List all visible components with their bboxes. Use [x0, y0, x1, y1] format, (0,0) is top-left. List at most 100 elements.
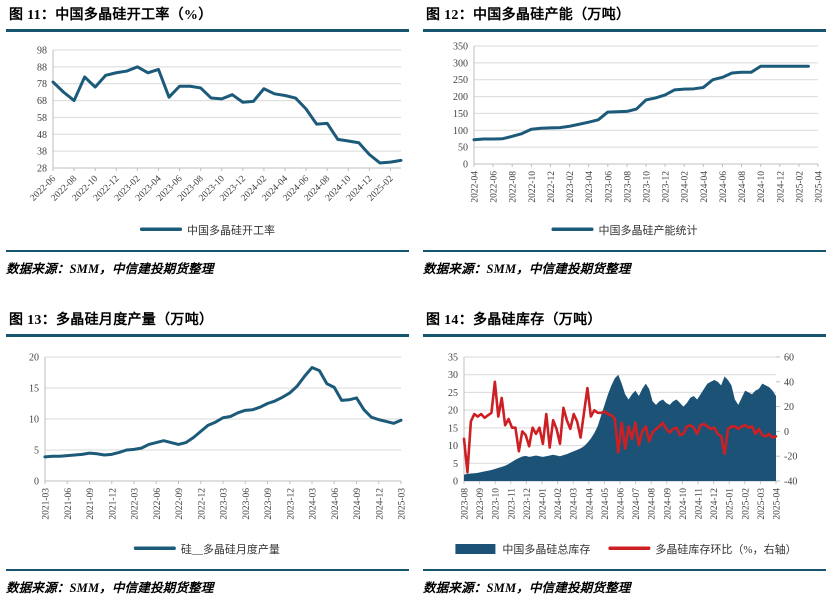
svg-text:20: 20: [448, 406, 458, 417]
svg-text:2024-08: 2024-08: [738, 171, 748, 203]
svg-text:5: 5: [453, 459, 458, 470]
svg-text:2021-06: 2021-06: [64, 488, 74, 520]
svg-text:2023-10: 2023-10: [643, 171, 653, 203]
svg-text:88: 88: [37, 62, 47, 73]
fig14-bottom-rule: [423, 569, 826, 571]
svg-text:250: 250: [453, 75, 468, 86]
svg-text:2023-10: 2023-10: [492, 488, 502, 520]
svg-text:2024-07: 2024-07: [632, 488, 642, 520]
svg-text:30: 30: [448, 370, 458, 381]
svg-text:2023-12: 2023-12: [286, 488, 296, 520]
svg-text:98: 98: [37, 46, 47, 57]
svg-text:2024-10: 2024-10: [679, 488, 689, 520]
svg-text:2024-05: 2024-05: [601, 488, 611, 520]
svg-text:200: 200: [453, 92, 468, 103]
fig12-title-rule: [423, 29, 826, 32]
svg-text:68: 68: [37, 96, 47, 107]
svg-text:350: 350: [453, 42, 468, 53]
fig13-bottom-rule: [6, 569, 409, 571]
y-axis-labels: 28 38 48 58 68 78 88 98: [37, 46, 47, 175]
series: [462, 374, 778, 481]
fig11-bottom-rule: [6, 250, 409, 252]
svg-text:2024-12: 2024-12: [710, 488, 720, 520]
svg-text:2023-09: 2023-09: [476, 488, 486, 520]
svg-text:2025-03: 2025-03: [757, 488, 767, 520]
y-axis-labels: 0 5 10 15 20 25 30 35: [448, 353, 458, 488]
svg-text:2025-04: 2025-04: [815, 171, 825, 203]
fig11-title-rule: [6, 29, 409, 32]
legend: 中国多晶硅开工率: [140, 223, 275, 237]
y-axis-right-labels: -40 -20 0 20 40 60: [776, 353, 797, 488]
fig14-data-source: 数据来源：SMM，中信建投期货整理: [423, 581, 631, 595]
svg-text:2023-06: 2023-06: [242, 488, 252, 520]
line-series: [43, 366, 403, 459]
series: [43, 366, 403, 459]
line-series: [462, 380, 778, 474]
x-axis-labels: 2021-03 2021-06 2021-09 2021-12 2022-03 2022-…: [42, 481, 408, 520]
gridlines: [53, 49, 401, 152]
svg-text:78: 78: [37, 79, 47, 90]
svg-text:2023-09: 2023-09: [264, 488, 274, 520]
svg-text:2023-03: 2023-03: [220, 488, 230, 520]
legend-label: 中国多晶硅开工率: [187, 223, 275, 237]
svg-text:-40: -40: [784, 477, 797, 488]
series: [51, 65, 403, 165]
svg-text:2024-10: 2024-10: [757, 171, 767, 203]
svg-text:2025-03: 2025-03: [398, 488, 408, 520]
axes: [473, 46, 818, 165]
legend-line-swatch: [551, 227, 594, 231]
svg-text:2023-11: 2023-11: [507, 488, 517, 520]
svg-text:2025-02: 2025-02: [741, 488, 751, 520]
svg-text:2022-06: 2022-06: [153, 488, 163, 520]
legend-line-swatch: [608, 546, 651, 550]
svg-text:2025-02: 2025-02: [795, 171, 805, 203]
svg-text:2021-12: 2021-12: [108, 488, 118, 520]
panel-fig11: 图 11：中国多晶硅开工率（%） 28 38 48 58 68 78 88 98 2022-06…: [0, 0, 417, 305]
y-axis-labels: 0 5 10 15 20: [29, 353, 39, 488]
legend: 中国多晶硅总库存 多晶硅库存环比（%，右轴）: [455, 542, 797, 556]
svg-text:0: 0: [784, 427, 789, 438]
legend: 中国多晶硅产能统计: [551, 223, 698, 237]
fig12-data-source: 数据来源：SMM，中信建投期货整理: [423, 262, 631, 276]
svg-text:2024-08: 2024-08: [648, 488, 658, 520]
svg-text:2025-01: 2025-01: [726, 488, 736, 520]
svg-text:-20: -20: [784, 452, 797, 463]
svg-text:2022-04: 2022-04: [471, 171, 481, 203]
svg-text:2024-12: 2024-12: [375, 488, 385, 520]
svg-text:150: 150: [453, 109, 468, 120]
svg-text:2023-08: 2023-08: [623, 171, 633, 203]
svg-text:100: 100: [453, 126, 468, 137]
svg-text:2024-12: 2024-12: [776, 171, 786, 203]
legend-label: 硅__多晶硅月度产量: [181, 542, 280, 556]
legend-label: 中国多晶硅产能统计: [599, 223, 698, 237]
svg-text:20: 20: [784, 402, 794, 413]
legend-area-swatch: [455, 544, 496, 554]
fig13-data-source: 数据来源：SMM，中信建投期货整理: [6, 581, 214, 595]
svg-text:60: 60: [784, 353, 794, 364]
svg-text:10: 10: [29, 415, 39, 426]
svg-text:2022-03: 2022-03: [131, 488, 141, 520]
svg-text:2022-12: 2022-12: [197, 488, 207, 520]
svg-text:2024-02: 2024-02: [554, 488, 564, 520]
svg-text:2023-04: 2023-04: [585, 171, 595, 203]
svg-text:20: 20: [29, 353, 39, 364]
gridlines: [474, 45, 818, 148]
fig12-bottom-rule: [423, 250, 826, 252]
svg-text:2024-09: 2024-09: [353, 488, 363, 520]
legend-label: 多晶硅库存环比（%，右轴）: [655, 542, 796, 556]
svg-text:300: 300: [453, 58, 468, 69]
svg-text:28: 28: [37, 164, 47, 175]
axes: [52, 50, 401, 169]
svg-text:2021-03: 2021-03: [42, 488, 52, 520]
svg-text:15: 15: [29, 384, 39, 395]
svg-text:2024-06: 2024-06: [617, 488, 627, 520]
panel-fig12: 图 12：中国多晶硅产能（万吨） 0 50 100 150 200 250 300 350 20…: [417, 0, 834, 305]
svg-text:2025-04: 2025-04: [773, 488, 783, 520]
svg-text:2024-04: 2024-04: [585, 488, 595, 520]
fig11-title: 图 11：中国多晶硅开工率（%）: [9, 8, 213, 23]
fig11-data-source: 数据来源：SMM，中信建投期货整理: [6, 262, 214, 276]
svg-text:2024-02: 2024-02: [681, 171, 691, 203]
svg-text:2024-03: 2024-03: [309, 488, 319, 520]
